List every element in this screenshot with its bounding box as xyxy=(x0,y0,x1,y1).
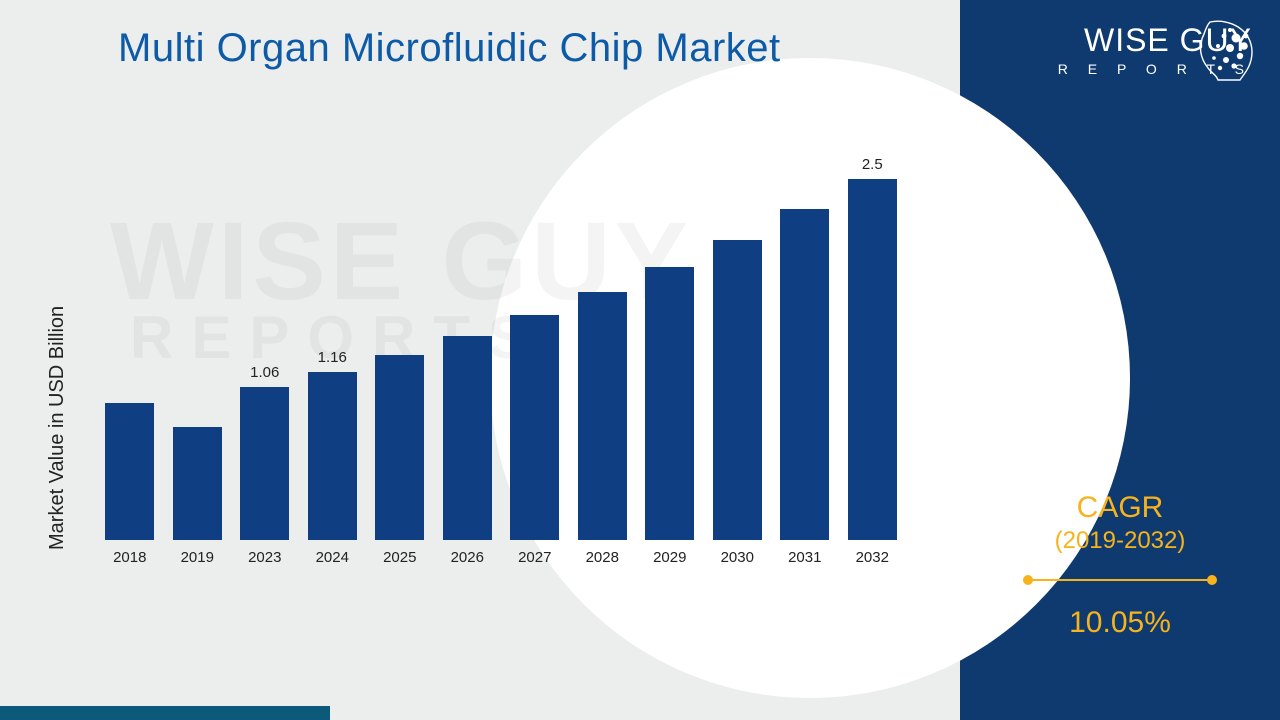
x-tick-label: 2028 xyxy=(569,549,637,566)
x-tick-label: 2030 xyxy=(704,549,772,566)
bottom-accent-bar xyxy=(0,706,330,720)
cagr-range: (2019-2032) xyxy=(1000,527,1240,555)
bar xyxy=(443,336,492,540)
bar xyxy=(375,355,424,540)
bar xyxy=(308,372,357,540)
x-tick-label: 2029 xyxy=(636,549,704,566)
bar xyxy=(848,179,897,540)
bar xyxy=(105,403,154,540)
bar-value-label: 1.06 xyxy=(231,364,299,381)
bar-slot: 2028 xyxy=(569,150,637,540)
plot-area: 201820191.0620231.1620242025202620272028… xyxy=(96,150,906,540)
y-axis-label: Market Value in USD Billion xyxy=(46,306,69,550)
x-tick-label: 2019 xyxy=(164,549,232,566)
cagr-title: CAGR xyxy=(1000,491,1240,525)
bar xyxy=(578,292,627,540)
bar-slot: 1.162024 xyxy=(299,150,367,540)
bar-slot: 2019 xyxy=(164,150,232,540)
bar-value-label: 1.16 xyxy=(299,349,367,366)
bar-slot: 2029 xyxy=(636,150,704,540)
brand-logo: WISE GUY R E P O R T S xyxy=(1058,22,1252,77)
bar xyxy=(510,315,559,540)
bar-slot: 2025 xyxy=(366,150,434,540)
x-tick-label: 2027 xyxy=(501,549,569,566)
x-tick-label: 2025 xyxy=(366,549,434,566)
bar-slot: 2026 xyxy=(434,150,502,540)
bar-slot: 1.062023 xyxy=(231,150,299,540)
bar xyxy=(713,240,762,540)
cagr-separator-icon xyxy=(1020,573,1220,587)
bar xyxy=(240,387,289,540)
bar xyxy=(173,427,222,540)
bar-value-label: 2.5 xyxy=(839,156,907,173)
x-tick-label: 2018 xyxy=(96,549,164,566)
head-icon xyxy=(1190,16,1260,86)
bar-slot: 2030 xyxy=(704,150,772,540)
bar-slot: 2.52032 xyxy=(839,150,907,540)
x-tick-label: 2023 xyxy=(231,549,299,566)
bar xyxy=(780,209,829,540)
chart-title: Multi Organ Microfluidic Chip Market xyxy=(118,26,781,70)
bar-slot: 2018 xyxy=(96,150,164,540)
x-tick-label: 2032 xyxy=(839,549,907,566)
x-tick-label: 2024 xyxy=(299,549,367,566)
cagr-value: 10.05% xyxy=(1000,606,1240,640)
x-tick-label: 2031 xyxy=(771,549,839,566)
content: Multi Organ Microfluidic Chip Market WIS… xyxy=(0,0,1280,720)
bar xyxy=(645,267,694,540)
bar-slot: 2027 xyxy=(501,150,569,540)
bar-chart: 201820191.0620231.1620242025202620272028… xyxy=(96,150,906,570)
cagr-block: CAGR (2019-2032) 10.05% xyxy=(1000,491,1240,640)
stage: WISE GUY REPORTS Multi Organ Microfluidi… xyxy=(0,0,1280,720)
bar-slot: 2031 xyxy=(771,150,839,540)
x-tick-label: 2026 xyxy=(434,549,502,566)
